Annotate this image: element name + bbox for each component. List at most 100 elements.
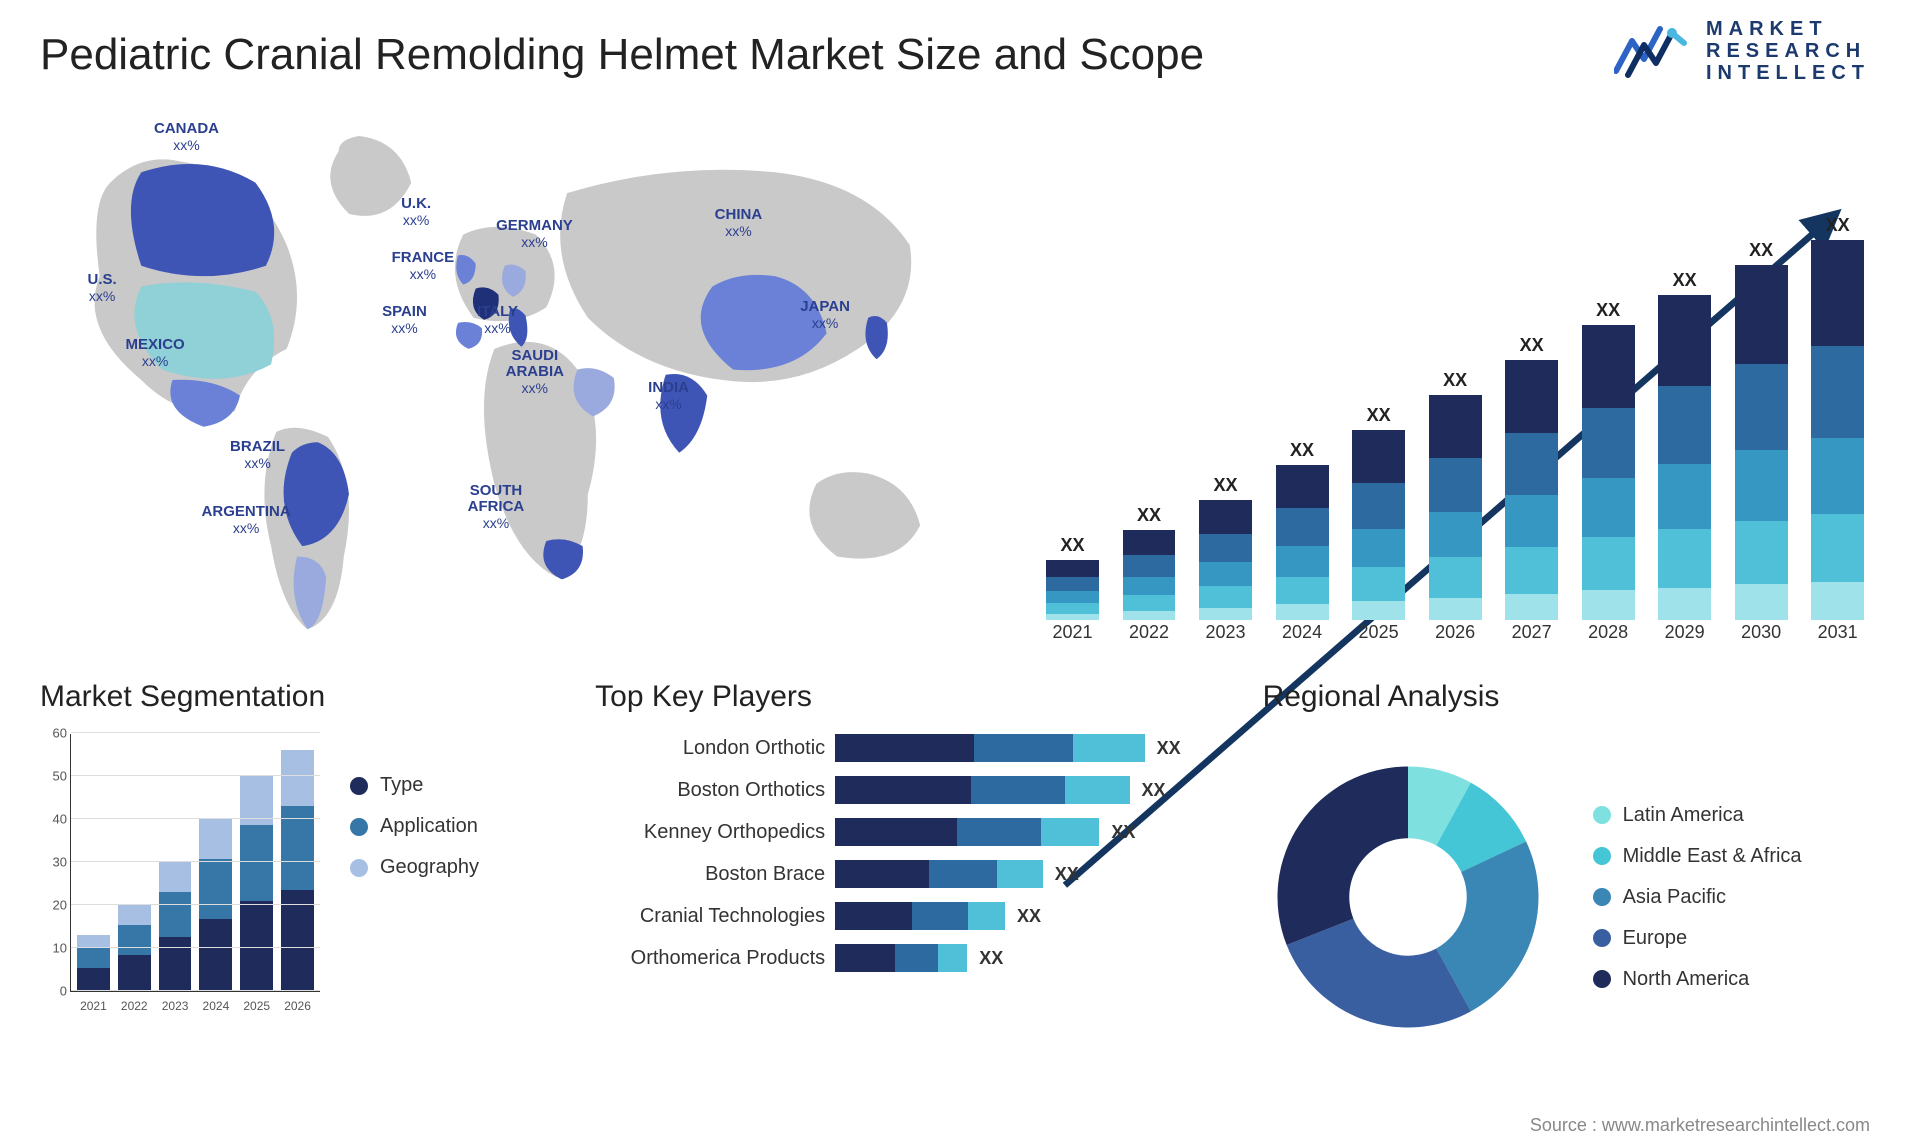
seg-stack xyxy=(240,776,273,991)
player-bar-wrap: XX xyxy=(835,734,1212,762)
segmentation-legend: TypeApplicationGeography xyxy=(350,774,479,1014)
players-list: London OrthoticXXBoston OrthoticsXXKenne… xyxy=(595,734,1212,972)
growth-seg xyxy=(1811,582,1864,620)
seg-legend-item: Type xyxy=(350,774,479,797)
growth-chart-panel: XXXXXXXXXXXXXXXXXXXXXX 20212022202320242… xyxy=(1020,110,1880,650)
growth-bar-label: XX xyxy=(1290,440,1314,461)
growth-stack xyxy=(1123,530,1176,620)
growth-seg xyxy=(1735,265,1788,364)
player-value: XX xyxy=(1055,864,1079,885)
growth-xlabels: 2021202220232024202520262027202820292030… xyxy=(1040,622,1870,650)
map-label-argentina: ARGENTINAxx% xyxy=(202,504,291,536)
player-bar xyxy=(835,944,967,972)
player-bar-wrap: XX xyxy=(835,776,1212,804)
seg-xlabel: 2026 xyxy=(281,999,314,1013)
growth-bar-2025: XX xyxy=(1346,180,1411,620)
growth-bar-label: XX xyxy=(1826,215,1850,236)
map-label-brazil: BRAZILxx% xyxy=(230,439,285,471)
seg-ytick: 50 xyxy=(41,769,67,784)
seg-gridline xyxy=(71,947,320,948)
growth-stack xyxy=(1658,295,1711,620)
seg-xlabel: 2023 xyxy=(159,999,192,1013)
growth-bar-2027: XX xyxy=(1499,180,1564,620)
player-value: XX xyxy=(1142,780,1166,801)
regional-body: Latin AmericaMiddle East & AfricaAsia Pa… xyxy=(1263,734,1880,1060)
growth-seg xyxy=(1123,555,1176,577)
map-label-germany: GERMANYxx% xyxy=(496,218,573,250)
growth-seg xyxy=(1582,537,1635,590)
player-name: Orthomerica Products xyxy=(595,947,825,970)
seg-seg xyxy=(199,819,232,859)
growth-seg xyxy=(1276,546,1329,577)
players-title: Top Key Players xyxy=(595,680,1212,714)
region-legend-item: Middle East & Africa xyxy=(1593,845,1802,868)
region-legend-label: Middle East & Africa xyxy=(1623,845,1802,868)
players-panel: Top Key Players London OrthoticXXBoston … xyxy=(595,680,1212,1060)
growth-seg xyxy=(1276,577,1329,605)
growth-bar-2021: XX xyxy=(1040,180,1105,620)
growth-stack xyxy=(1429,395,1482,620)
region-legend-label: Europe xyxy=(1623,927,1688,950)
player-seg xyxy=(835,902,911,930)
growth-seg xyxy=(1046,614,1099,620)
growth-stack xyxy=(1199,500,1252,620)
growth-seg xyxy=(1811,346,1864,437)
seg-stack xyxy=(118,905,151,991)
growth-stack xyxy=(1582,325,1635,620)
growth-bar-label: XX xyxy=(1443,370,1467,391)
logo-text: MARKET RESEARCH INTELLECT xyxy=(1706,18,1870,84)
growth-seg xyxy=(1352,601,1405,620)
growth-xlabel: 2022 xyxy=(1117,622,1182,650)
legend-dot xyxy=(350,777,368,795)
seg-bar-2024: 2024 xyxy=(199,734,232,991)
growth-bar-label: XX xyxy=(1061,535,1085,556)
growth-bars: XXXXXXXXXXXXXXXXXXXXXX xyxy=(1040,180,1870,620)
player-seg xyxy=(835,944,894,972)
growth-xlabel: 2023 xyxy=(1193,622,1258,650)
growth-bar-label: XX xyxy=(1520,335,1544,356)
growth-xlabel: 2031 xyxy=(1805,622,1870,650)
seg-xlabel: 2024 xyxy=(199,999,232,1013)
growth-bar-2029: XX xyxy=(1652,180,1717,620)
growth-seg xyxy=(1199,534,1252,563)
player-name: Cranial Technologies xyxy=(595,905,825,928)
player-row: Orthomerica ProductsXX xyxy=(595,944,1212,972)
map-label-spain: SPAINxx% xyxy=(382,304,427,336)
growth-seg xyxy=(1199,586,1252,608)
growth-seg xyxy=(1276,604,1329,620)
player-seg xyxy=(835,860,928,888)
player-seg xyxy=(1073,734,1144,762)
growth-stack xyxy=(1505,360,1558,620)
seg-bar-2022: 2022 xyxy=(118,734,151,991)
seg-seg xyxy=(159,937,192,991)
seg-bar-2025: 2025 xyxy=(240,734,273,991)
seg-bar-2021: 2021 xyxy=(77,734,110,991)
player-bar xyxy=(835,776,1129,804)
seg-seg xyxy=(199,919,232,991)
seg-legend-label: Application xyxy=(380,815,478,838)
seg-gridline xyxy=(71,775,320,776)
player-row: Kenney OrthopedicsXX xyxy=(595,818,1212,846)
growth-seg xyxy=(1429,512,1482,557)
map-label-france: FRANCExx% xyxy=(392,250,455,282)
player-value: XX xyxy=(1017,906,1041,927)
world-map-panel: CANADAxx%U.S.xx%MEXICOxx%BRAZILxx%ARGENT… xyxy=(40,110,990,650)
growth-xlabel: 2027 xyxy=(1499,622,1564,650)
player-seg xyxy=(997,860,1043,888)
map-label-mexico: MEXICOxx% xyxy=(126,337,185,369)
seg-ytick: 20 xyxy=(41,898,67,913)
donut-slice xyxy=(1277,767,1408,946)
growth-seg xyxy=(1123,530,1176,555)
growth-bar-label: XX xyxy=(1673,270,1697,291)
seg-seg xyxy=(240,901,273,991)
player-bar xyxy=(835,902,1005,930)
legend-dot xyxy=(1593,847,1611,865)
map-label-canada: CANADAxx% xyxy=(154,121,219,153)
regional-title: Regional Analysis xyxy=(1263,680,1880,714)
growth-seg xyxy=(1658,588,1711,621)
growth-seg xyxy=(1429,458,1482,512)
top-row: CANADAxx%U.S.xx%MEXICOxx%BRAZILxx%ARGENT… xyxy=(40,110,1880,650)
seg-seg xyxy=(77,948,110,968)
seg-seg xyxy=(118,905,151,925)
growth-seg xyxy=(1582,590,1635,620)
